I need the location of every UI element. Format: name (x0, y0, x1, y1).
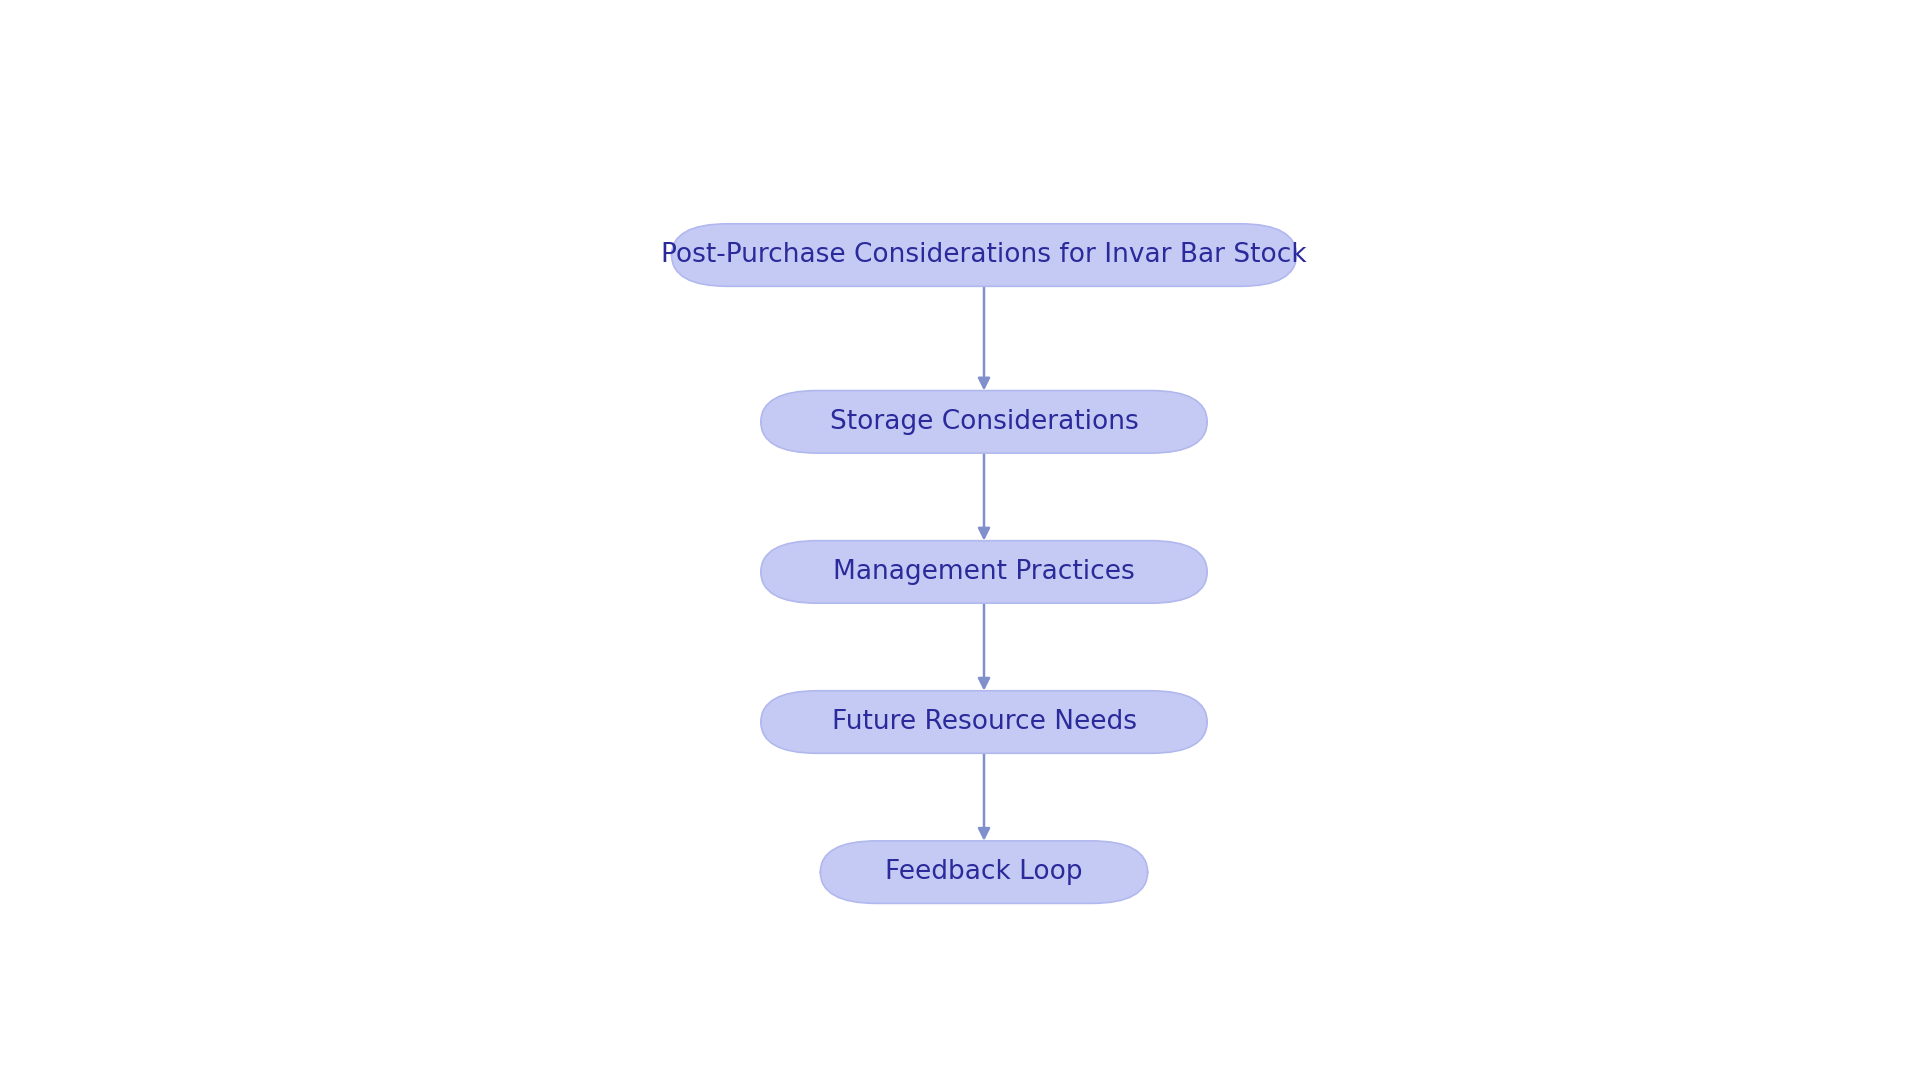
Text: Future Resource Needs: Future Resource Needs (831, 709, 1137, 735)
FancyBboxPatch shape (760, 691, 1208, 754)
Text: Feedback Loop: Feedback Loop (885, 859, 1083, 885)
Text: Storage Considerations: Storage Considerations (829, 408, 1139, 435)
FancyBboxPatch shape (672, 224, 1296, 286)
FancyBboxPatch shape (820, 840, 1148, 903)
Text: Management Practices: Management Practices (833, 559, 1135, 585)
FancyBboxPatch shape (760, 540, 1208, 603)
FancyBboxPatch shape (760, 391, 1208, 453)
Text: Post-Purchase Considerations for Invar Bar Stock: Post-Purchase Considerations for Invar B… (660, 242, 1308, 269)
